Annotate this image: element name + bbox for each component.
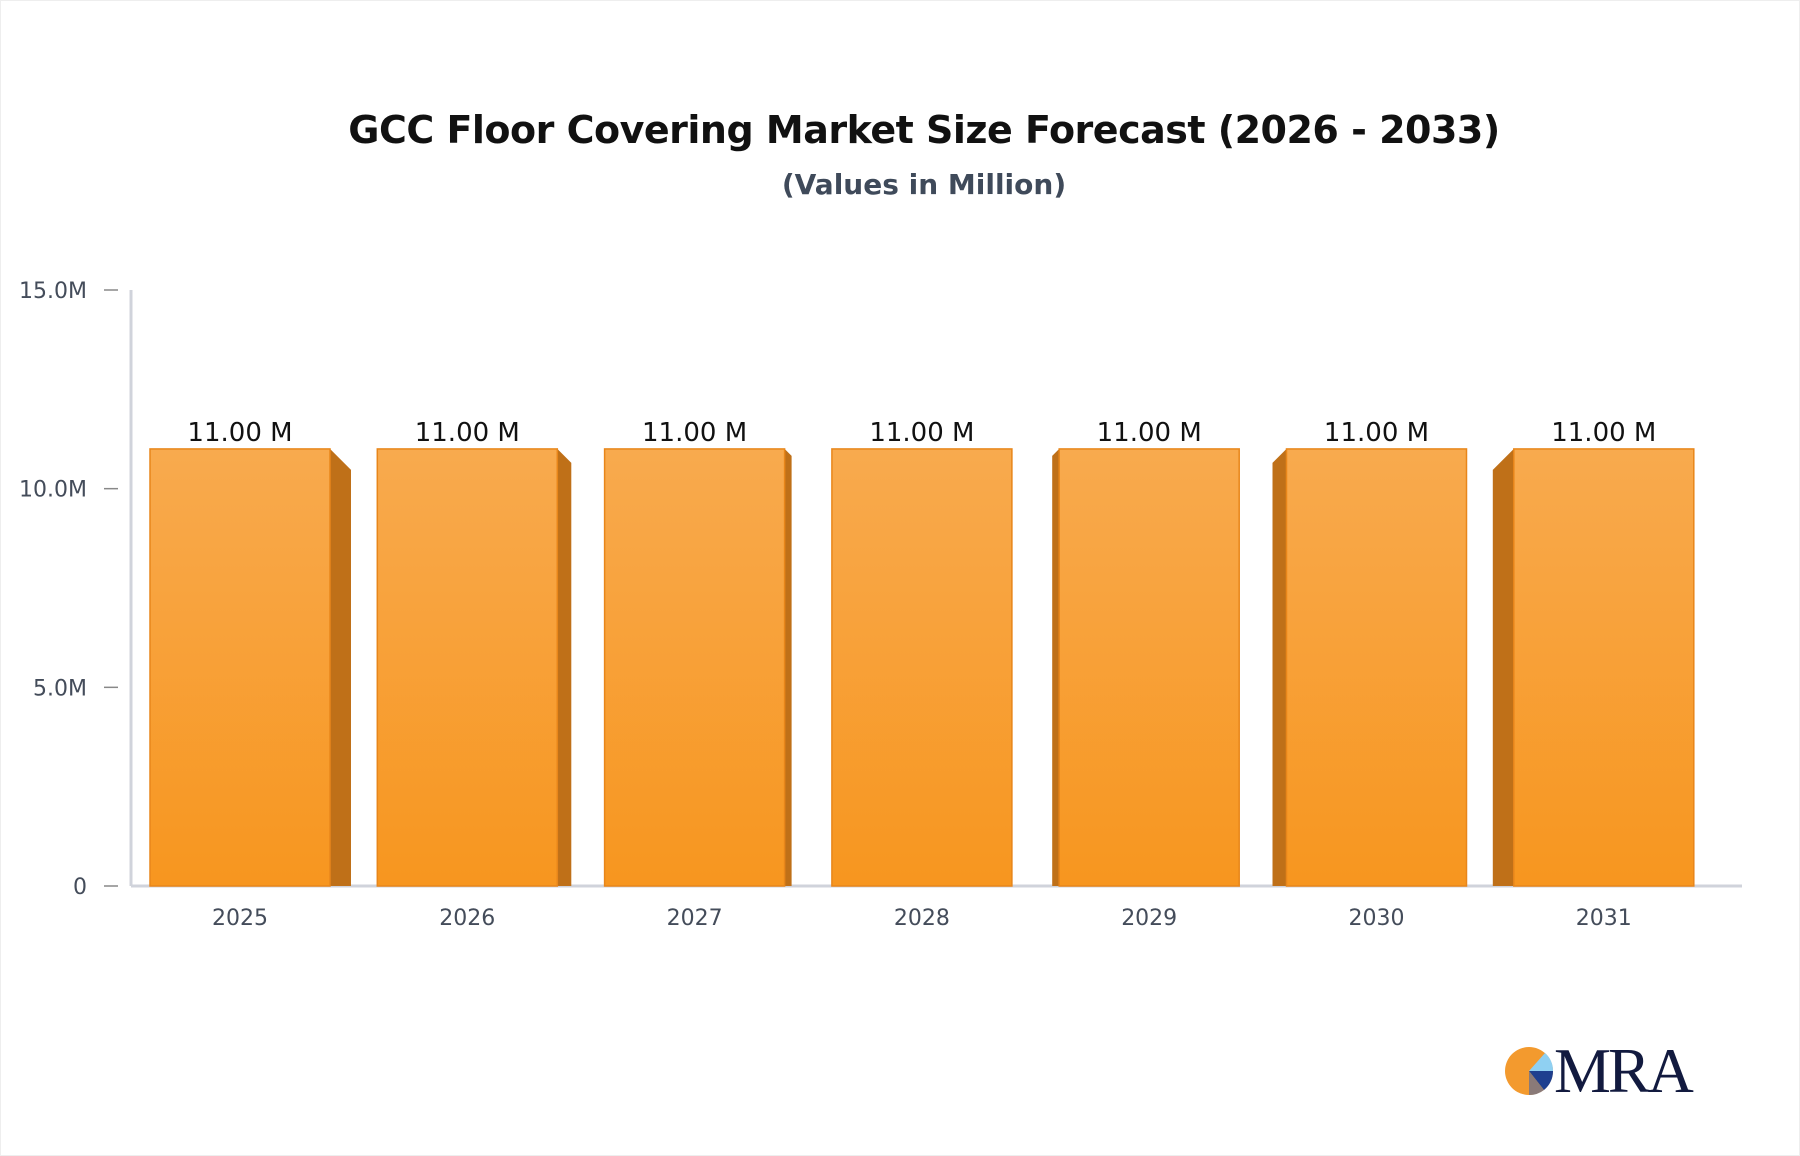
bar bbox=[831, 448, 1013, 887]
chart-subtitle: (Values in Million) bbox=[781, 168, 1067, 201]
bar bbox=[1513, 448, 1695, 887]
bar bbox=[376, 448, 559, 887]
data-label: 11.00 M bbox=[869, 418, 974, 448]
bar bbox=[149, 448, 331, 887]
bar bbox=[1285, 448, 1468, 887]
y-tick-label: 0 bbox=[73, 875, 87, 900]
x-tick-label: 2030 bbox=[1349, 906, 1405, 931]
data-label: 11.00 M bbox=[642, 418, 747, 448]
pie-logo-icon bbox=[1505, 1047, 1554, 1096]
y-tick-label: 15.0M bbox=[19, 279, 87, 304]
data-label: 11.00 M bbox=[415, 418, 520, 448]
chart-title: GCC Floor Covering Market Size Forecast … bbox=[348, 108, 1500, 152]
bar-side bbox=[784, 448, 792, 886]
bar-side bbox=[330, 448, 351, 886]
bar bbox=[603, 448, 786, 887]
bar bbox=[1058, 448, 1240, 887]
y-tick-label: 10.0M bbox=[19, 478, 87, 503]
x-tick-label: 2027 bbox=[667, 906, 723, 931]
x-tick-label: 2031 bbox=[1576, 906, 1632, 931]
x-tick-label: 2029 bbox=[1121, 906, 1177, 931]
x-tick-label: 2025 bbox=[212, 906, 268, 931]
mra-logo: MRA bbox=[1504, 1035, 1704, 1106]
data-label: 11.00 M bbox=[187, 418, 292, 448]
data-label: 11.00 M bbox=[1097, 418, 1202, 448]
bar-side bbox=[1492, 448, 1514, 886]
x-tick-label: 2026 bbox=[439, 906, 495, 931]
bar-side bbox=[557, 448, 572, 886]
bar-side bbox=[1272, 448, 1287, 886]
data-label: 11.00 M bbox=[1324, 418, 1429, 448]
y-tick-label: 5.0M bbox=[33, 676, 87, 701]
x-tick-label: 2028 bbox=[894, 906, 950, 931]
data-label: 11.00 M bbox=[1551, 418, 1656, 448]
bar-side bbox=[1052, 448, 1060, 886]
logo-text: MRA bbox=[1554, 1035, 1694, 1106]
